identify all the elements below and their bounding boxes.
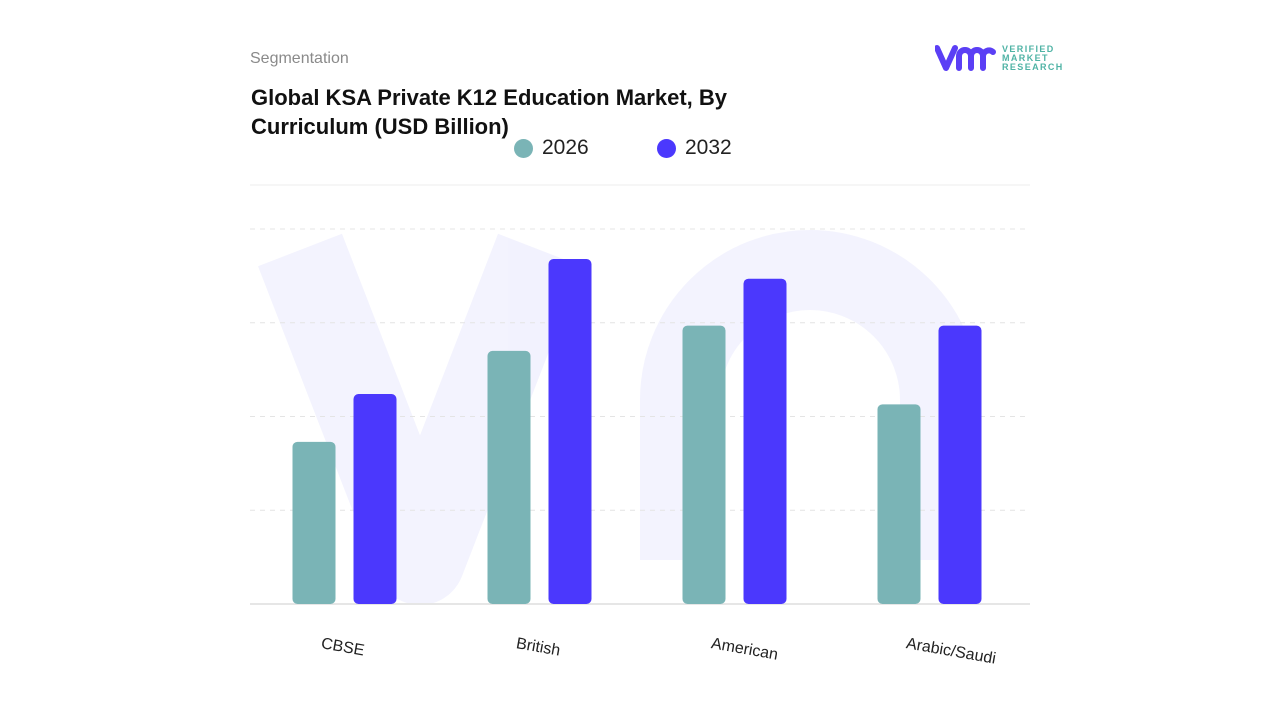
chart-title: Global KSA Private K12 Education Market,… bbox=[251, 85, 727, 139]
legend-item-2032: 2032 bbox=[657, 136, 732, 160]
bar-arabicsaudi-2032 bbox=[938, 325, 982, 604]
x-tick-label: Arabic/Saudi bbox=[905, 635, 997, 667]
section-label: Segmentation bbox=[250, 50, 349, 67]
logo-line: MARKET bbox=[1002, 52, 1049, 63]
logo-line: RESEARCH bbox=[1002, 61, 1064, 72]
vmr-logo-mark-icon bbox=[935, 45, 996, 71]
legend-item-2026: 2026 bbox=[514, 136, 589, 160]
logo-line: VERIFIED bbox=[1002, 43, 1055, 54]
bar-british-2026 bbox=[487, 350, 531, 604]
x-tick-label: CBSE bbox=[320, 635, 366, 659]
bar-british-2032 bbox=[548, 259, 592, 604]
bar-cbse-2026 bbox=[292, 441, 336, 604]
legend-swatch-icon bbox=[514, 138, 533, 158]
bar-american-2032 bbox=[743, 278, 787, 604]
legend-swatch-icon bbox=[657, 138, 676, 158]
bar-arabicsaudi-2026 bbox=[877, 404, 921, 604]
x-tick-label: British bbox=[515, 635, 562, 659]
legend-label: 2032 bbox=[685, 136, 732, 159]
bar-american-2026 bbox=[682, 325, 726, 604]
x-tick-label: American bbox=[710, 635, 780, 663]
bar-cbse-2032 bbox=[353, 394, 397, 604]
vmr-logo: VERIFIED MARKET RESEARCH bbox=[935, 44, 1064, 72]
legend-label: 2026 bbox=[542, 136, 589, 159]
